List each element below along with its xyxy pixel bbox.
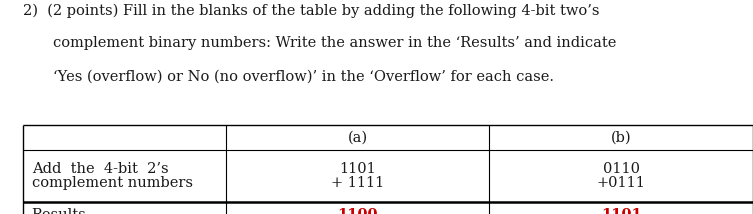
Text: complement numbers: complement numbers — [32, 176, 193, 190]
Text: + 1111: + 1111 — [331, 176, 384, 190]
Text: 0110: 0110 — [602, 162, 640, 176]
Text: (a): (a) — [348, 131, 367, 144]
Text: 2)  (2 points) Fill in the blanks of the table by adding the following 4-bit two: 2) (2 points) Fill in the blanks of the … — [23, 3, 599, 18]
Text: Add  the  4-bit  2’s: Add the 4-bit 2’s — [32, 162, 168, 176]
Text: (b): (b) — [611, 131, 632, 144]
Text: 1101: 1101 — [601, 208, 642, 214]
Text: 1101: 1101 — [340, 162, 376, 176]
Text: 1100: 1100 — [337, 208, 378, 214]
Text: Results: Results — [32, 208, 87, 214]
Text: ‘Yes (overflow) or No (no overflow)’ in the ‘Overflow’ for each case.: ‘Yes (overflow) or No (no overflow)’ in … — [53, 70, 553, 83]
Text: complement binary numbers: Write the answer in the ‘Results’ and indicate: complement binary numbers: Write the ans… — [53, 36, 616, 50]
Text: +0111: +0111 — [597, 176, 645, 190]
